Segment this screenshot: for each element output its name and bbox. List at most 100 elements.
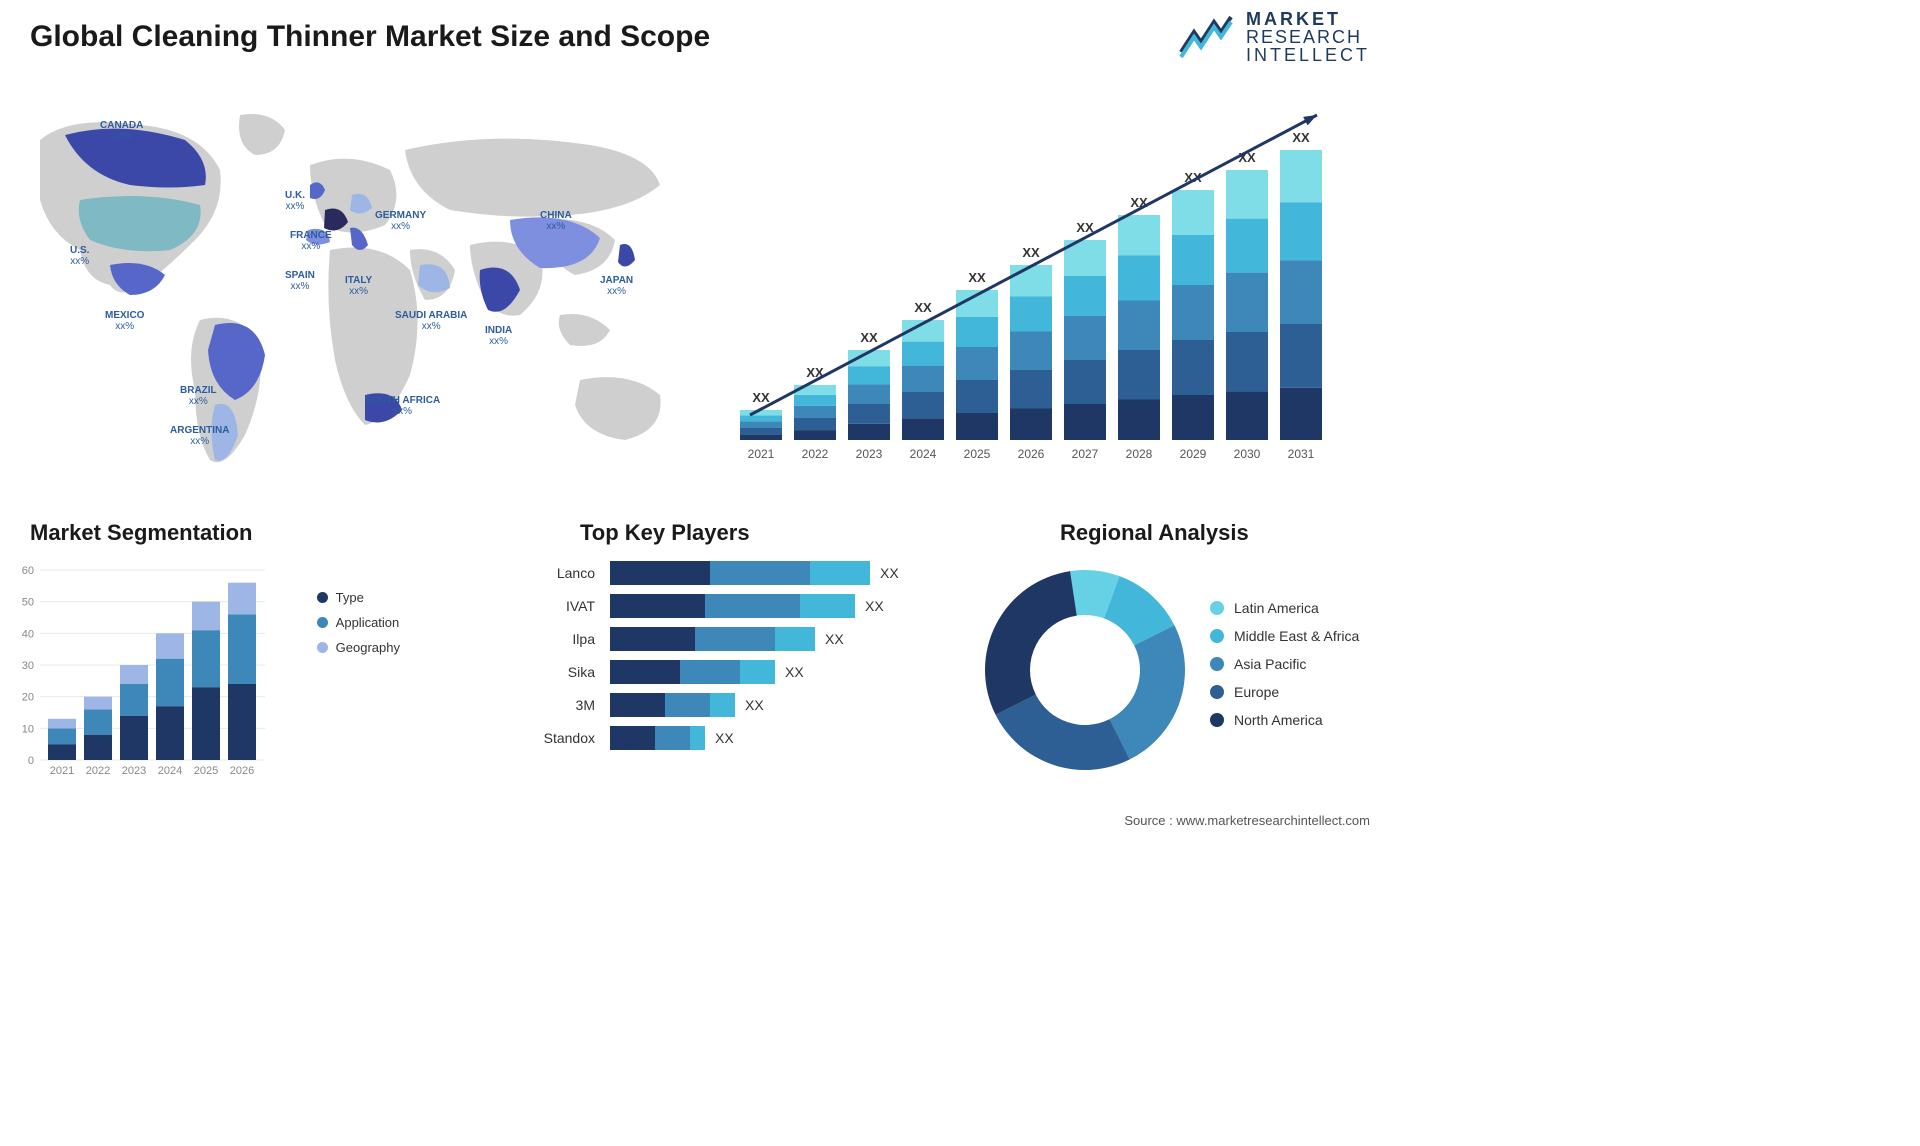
svg-text:XX: XX <box>1022 245 1040 260</box>
map-country-label: JAPANxx% <box>600 275 633 297</box>
svg-text:2023: 2023 <box>856 447 883 461</box>
key-player-label: 3M <box>500 697 610 713</box>
bar-segment <box>740 660 775 684</box>
segmentation-heading: Market Segmentation <box>30 520 253 546</box>
regional-heading: Regional Analysis <box>1060 520 1249 546</box>
svg-text:2030: 2030 <box>1234 447 1261 461</box>
bar-segment <box>610 627 695 651</box>
map-country-label: SPAINxx% <box>285 270 315 292</box>
bar-segment <box>775 627 815 651</box>
legend-dot-icon <box>317 617 328 628</box>
key-player-value: XX <box>865 598 884 614</box>
key-player-row: SikaXX <box>500 659 950 684</box>
svg-text:XX: XX <box>860 330 878 345</box>
map-country-label: U.K.xx% <box>285 190 305 212</box>
svg-text:2025: 2025 <box>194 765 218 777</box>
map-country-label: GERMANYxx% <box>375 210 426 232</box>
key-player-label: Lanco <box>500 565 610 581</box>
logo-text-2: RESEARCH <box>1246 28 1370 46</box>
bar-segment <box>610 594 705 618</box>
svg-text:2027: 2027 <box>1072 447 1099 461</box>
legend-label: Middle East & Africa <box>1234 628 1359 644</box>
svg-text:XX: XX <box>752 390 770 405</box>
map-country-label: MEXICOxx% <box>105 310 144 332</box>
bar-segment <box>655 726 690 750</box>
regional-chart: Latin America Middle East & Africa Asia Pa… <box>980 555 1400 785</box>
world-map-panel: CANADAxx%U.S.xx%MEXICOxx%BRAZILxx%ARGENT… <box>10 90 690 490</box>
legend-dot-icon <box>1210 657 1224 671</box>
svg-text:10: 10 <box>22 723 34 735</box>
legend-dot-icon <box>317 642 328 653</box>
map-country-label: SAUDI ARABIAxx% <box>395 310 467 332</box>
legend-label: Europe <box>1234 684 1279 700</box>
key-player-row: IVAT XX <box>500 593 950 618</box>
segmentation-chart: 0102030405060202120222023202420252026 Ty… <box>10 560 410 780</box>
svg-text:2021: 2021 <box>748 447 775 461</box>
growth-chart: XX2021XX2022XX2023XX2024XX2025XX2026XX20… <box>720 100 1380 480</box>
legend-label: Geography <box>336 640 400 655</box>
key-player-row: 3MXX <box>500 692 950 717</box>
key-player-label: IVAT <box>500 598 610 614</box>
legend-label: Asia Pacific <box>1234 656 1306 672</box>
legend-label: Latin America <box>1234 600 1319 616</box>
segmentation-legend-item: Geography <box>317 640 400 655</box>
map-country-label: FRANCExx% <box>290 230 332 252</box>
legend-label: Type <box>336 590 364 605</box>
legend-dot-icon <box>1210 601 1224 615</box>
legend-dot-icon <box>1210 685 1224 699</box>
logo-text-1: MARKET <box>1246 10 1370 28</box>
svg-text:2024: 2024 <box>158 765 182 777</box>
key-player-label: Standox <box>500 730 610 746</box>
bar-segment <box>690 726 705 750</box>
segmentation-legend-item: Application <box>317 615 400 630</box>
segmentation-legend: Type Application Geography <box>317 590 400 665</box>
svg-text:2028: 2028 <box>1126 447 1153 461</box>
map-country-label: CHINAxx% <box>540 210 572 232</box>
regional-legend-item: Latin America <box>1210 600 1359 616</box>
regional-legend-item: Asia Pacific <box>1210 656 1359 672</box>
bar-segment <box>610 693 665 717</box>
legend-label: Application <box>336 615 400 630</box>
bar-segment <box>710 561 810 585</box>
svg-text:2031: 2031 <box>1288 447 1315 461</box>
bar-segment <box>800 594 855 618</box>
svg-text:2022: 2022 <box>802 447 829 461</box>
svg-text:XX: XX <box>1292 130 1310 145</box>
segmentation-legend-item: Type <box>317 590 400 605</box>
key-player-value: XX <box>880 565 899 581</box>
svg-text:XX: XX <box>968 270 986 285</box>
regional-legend: Latin America Middle East & Africa Asia Pa… <box>1210 600 1359 740</box>
svg-text:2023: 2023 <box>122 765 146 777</box>
svg-text:XX: XX <box>914 300 932 315</box>
bar-segment <box>680 660 740 684</box>
growth-chart-svg: XX2021XX2022XX2023XX2024XX2025XX2026XX20… <box>720 100 1380 480</box>
brand-logo: MARKET RESEARCH INTELLECT <box>1176 10 1370 64</box>
svg-text:0: 0 <box>28 755 34 767</box>
legend-label: North America <box>1234 712 1323 728</box>
regional-legend-item: North America <box>1210 712 1359 728</box>
segmentation-svg: 0102030405060202120222023202420252026 <box>10 560 270 780</box>
regional-legend-item: Europe <box>1210 684 1359 700</box>
key-player-label: Ilpa <box>500 631 610 647</box>
page-title: Global Cleaning Thinner Market Size and … <box>30 20 710 54</box>
key-players-chart: LancoXXIVATXXIlpaXXSikaXX3MXXStandoxXX <box>500 560 950 790</box>
key-player-bar: XX <box>610 726 950 750</box>
map-country-label: ITALYxx% <box>345 275 372 297</box>
svg-text:2024: 2024 <box>910 447 937 461</box>
bar-segment <box>610 660 680 684</box>
svg-text:30: 30 <box>22 660 34 672</box>
key-player-bar: XX <box>610 561 950 585</box>
regional-legend-item: Middle East & Africa <box>1210 628 1359 644</box>
map-country-label: SOUTH AFRICAxx% <box>365 395 440 417</box>
svg-text:40: 40 <box>22 628 34 640</box>
key-player-bar: XX <box>610 660 950 684</box>
bar-segment <box>610 561 710 585</box>
key-player-value: XX <box>825 631 844 647</box>
svg-text:2022: 2022 <box>86 765 110 777</box>
bar-segment <box>810 561 870 585</box>
key-players-heading: Top Key Players <box>580 520 750 546</box>
svg-text:2025: 2025 <box>964 447 991 461</box>
map-country-label: CANADAxx% <box>100 120 143 142</box>
key-player-row: StandoxXX <box>500 725 950 750</box>
legend-dot-icon <box>317 592 328 603</box>
